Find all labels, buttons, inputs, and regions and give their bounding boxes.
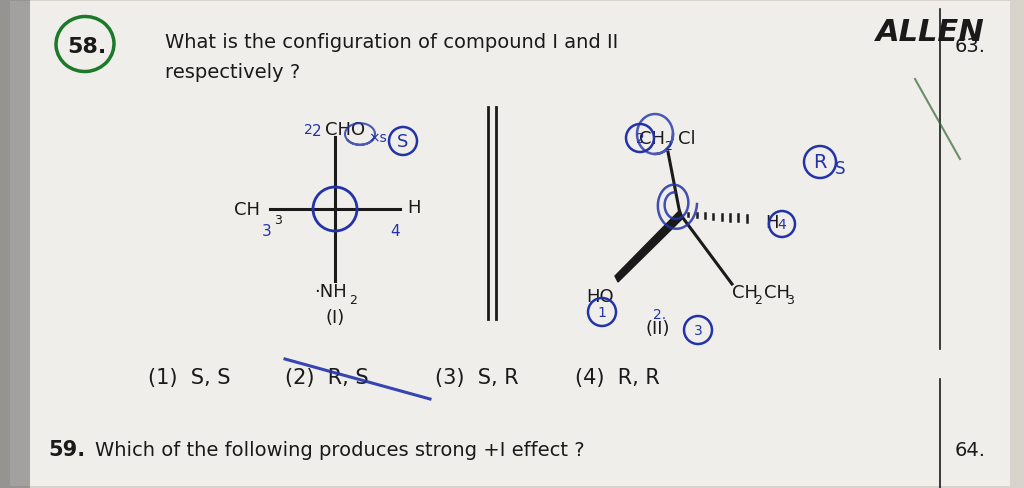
Text: R: R <box>813 153 826 172</box>
Text: 1: 1 <box>598 305 606 319</box>
Text: What is the configuration of compound I and II: What is the configuration of compound I … <box>165 32 618 51</box>
Text: H: H <box>407 199 421 217</box>
Text: ALLEN: ALLEN <box>877 18 985 47</box>
Text: 63.: 63. <box>955 38 986 57</box>
Text: 3: 3 <box>786 294 794 307</box>
Text: CHO: CHO <box>325 121 366 139</box>
Text: CH: CH <box>732 284 758 302</box>
Text: (3)  S, R: (3) S, R <box>435 367 518 387</box>
Text: 59.: 59. <box>48 439 85 459</box>
Text: 2: 2 <box>754 294 762 307</box>
Text: 64.: 64. <box>955 440 986 459</box>
Text: (4)  R, R: (4) R, R <box>575 367 659 387</box>
Text: 4: 4 <box>777 218 786 231</box>
Text: CH: CH <box>234 201 260 219</box>
Text: respectively ?: respectively ? <box>165 62 300 81</box>
Text: 2: 2 <box>304 123 313 137</box>
Text: (II): (II) <box>646 319 671 337</box>
Text: 3: 3 <box>274 213 282 226</box>
Polygon shape <box>615 210 683 283</box>
Text: CH: CH <box>639 130 665 148</box>
Text: 2: 2 <box>312 124 322 139</box>
Text: Cl: Cl <box>678 130 695 148</box>
Text: 3: 3 <box>693 324 702 337</box>
Text: 4: 4 <box>390 224 399 239</box>
Text: ·NH: ·NH <box>313 283 346 301</box>
Text: (2)  R, S: (2) R, S <box>285 367 369 387</box>
Text: 58.: 58. <box>68 37 106 57</box>
Text: 2: 2 <box>636 132 644 146</box>
Text: Which of the following produces strong +I effect ?: Which of the following produces strong +… <box>95 440 585 459</box>
Text: (1)  S, S: (1) S, S <box>148 367 230 387</box>
Text: S: S <box>397 133 409 151</box>
FancyBboxPatch shape <box>0 0 30 488</box>
Text: CH: CH <box>764 284 790 302</box>
Text: (I): (I) <box>326 308 345 326</box>
Text: 3: 3 <box>262 224 272 239</box>
Text: HO: HO <box>586 287 613 305</box>
Text: ×s: ×s <box>368 131 386 145</box>
FancyBboxPatch shape <box>10 2 1010 486</box>
Text: 2: 2 <box>664 140 672 153</box>
Text: 2.: 2. <box>653 307 667 321</box>
Text: H: H <box>765 214 778 231</box>
Text: S: S <box>835 160 845 178</box>
Text: 2: 2 <box>349 293 357 306</box>
